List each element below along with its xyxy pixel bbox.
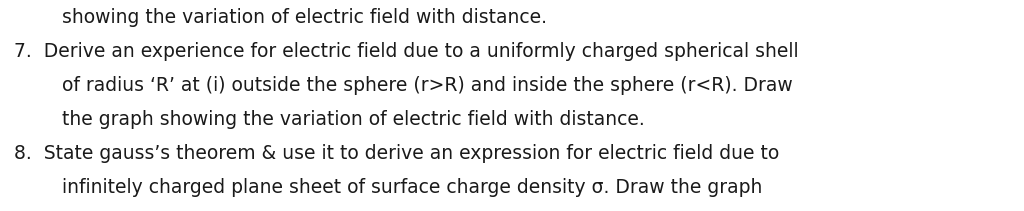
Text: of radius ‘R’ at (i) outside the sphere (r>R) and inside the sphere (r<R). Draw: of radius ‘R’ at (i) outside the sphere … [62, 76, 793, 95]
Text: infinitely charged plane sheet of surface charge density σ. Draw the graph: infinitely charged plane sheet of surfac… [62, 178, 763, 197]
Text: showing the variation of electric field with distance.: showing the variation of electric field … [62, 8, 547, 27]
Text: 7.  Derive an experience for electric field due to a uniformly charged spherical: 7. Derive an experience for electric fie… [14, 42, 799, 61]
Text: 8.  State gauss’s theorem & use it to derive an expression for electric field du: 8. State gauss’s theorem & use it to der… [14, 144, 779, 163]
Text: the graph showing the variation of electric field with distance.: the graph showing the variation of elect… [62, 110, 645, 129]
